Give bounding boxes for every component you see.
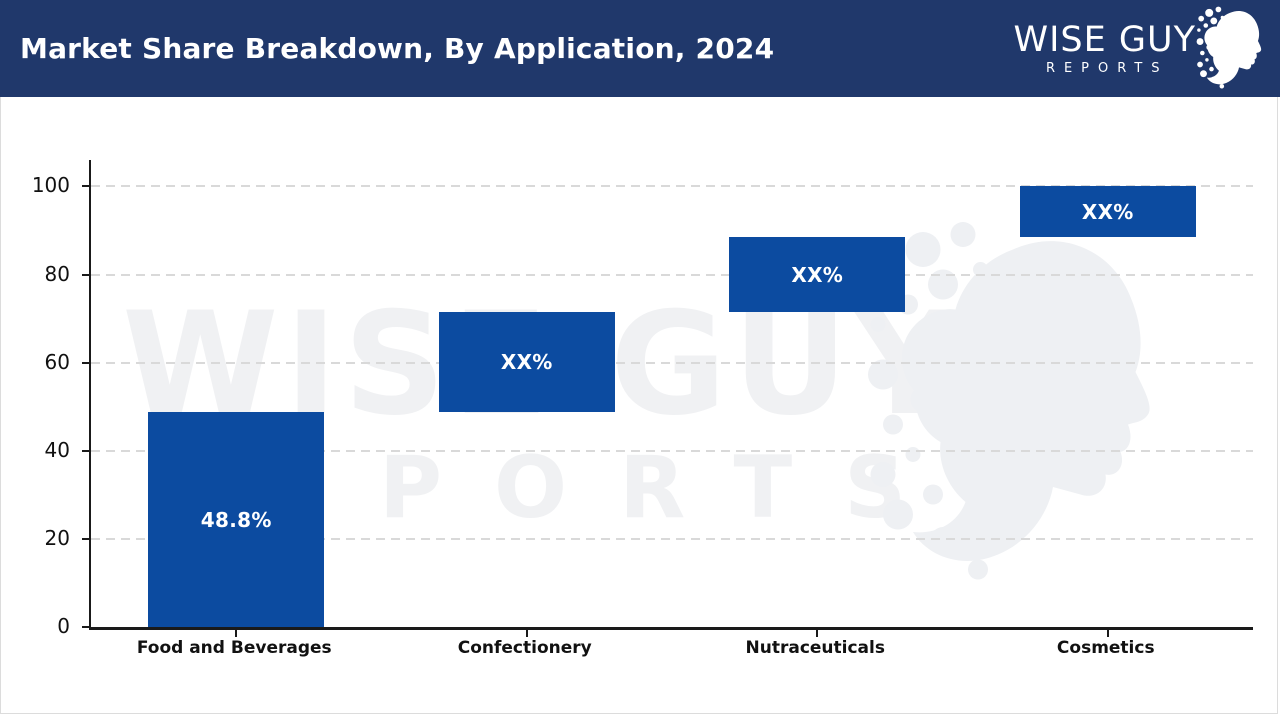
x-tick-mark	[1106, 630, 1109, 637]
gridline	[91, 537, 1253, 540]
category-label-cosmetics: Cosmetics	[1056, 638, 1155, 658]
y-tick-mark	[82, 273, 89, 276]
x-axis-labels: Food and Beverages Confectionery Nutraceut…	[89, 638, 1251, 668]
wise-guy-reports-logo: WISE GUY REPORTS	[1013, 6, 1270, 92]
bar-value-label: XX%	[500, 350, 553, 375]
y-tick-label: 80	[44, 261, 70, 286]
y-tick-mark	[82, 537, 89, 540]
x-tick-mark	[235, 630, 238, 637]
logo-wordmark: WISE GUY	[1013, 20, 1196, 60]
plot-area: 48.8% XX% XX% XX%	[82, 160, 1253, 637]
y-tick-mark	[82, 449, 89, 452]
gridline	[91, 185, 1253, 188]
y-tick-mark	[82, 185, 89, 188]
category-label-nutraceuticals: Nutraceuticals	[745, 638, 885, 658]
bar-confectionery: XX%	[438, 312, 615, 413]
logo-head-profile-icon	[1196, 6, 1262, 89]
y-tick-label: 100	[31, 173, 70, 198]
bar-value-label: 48.8%	[200, 507, 272, 532]
bar-cosmetics: XX%	[1019, 186, 1196, 238]
y-tick-mark	[82, 626, 89, 628]
gridline	[91, 361, 1253, 364]
bar-value-label: XX%	[1081, 199, 1134, 224]
y-tick-label: 60	[44, 349, 70, 374]
logo-text: WISE GUY REPORTS	[1013, 20, 1196, 76]
category-label-food-and-beverages: Food and Beverages	[136, 638, 332, 658]
bar-value-label: XX%	[791, 262, 844, 287]
y-tick-mark	[82, 361, 89, 364]
gridline	[91, 273, 1253, 276]
gridline	[91, 449, 1253, 452]
logo-subtitle: REPORTS	[1045, 61, 1169, 76]
category-label-confectionery: Confectionery	[457, 638, 592, 658]
y-tick-label: 20	[44, 525, 70, 550]
y-tick-label: 0	[57, 614, 70, 638]
chart-title: Market Share Breakdown, By Application, …	[20, 32, 775, 65]
bar-food-and-beverages: 48.8%	[148, 412, 325, 627]
y-axis-labels: 0 20 40 60 80 100	[0, 160, 80, 638]
x-tick-mark	[816, 630, 819, 637]
bar-nutraceuticals: XX%	[729, 237, 906, 312]
header-band: Market Share Breakdown, By Application, …	[0, 0, 1280, 97]
x-tick-mark	[525, 630, 528, 637]
y-tick-label: 40	[44, 437, 70, 462]
